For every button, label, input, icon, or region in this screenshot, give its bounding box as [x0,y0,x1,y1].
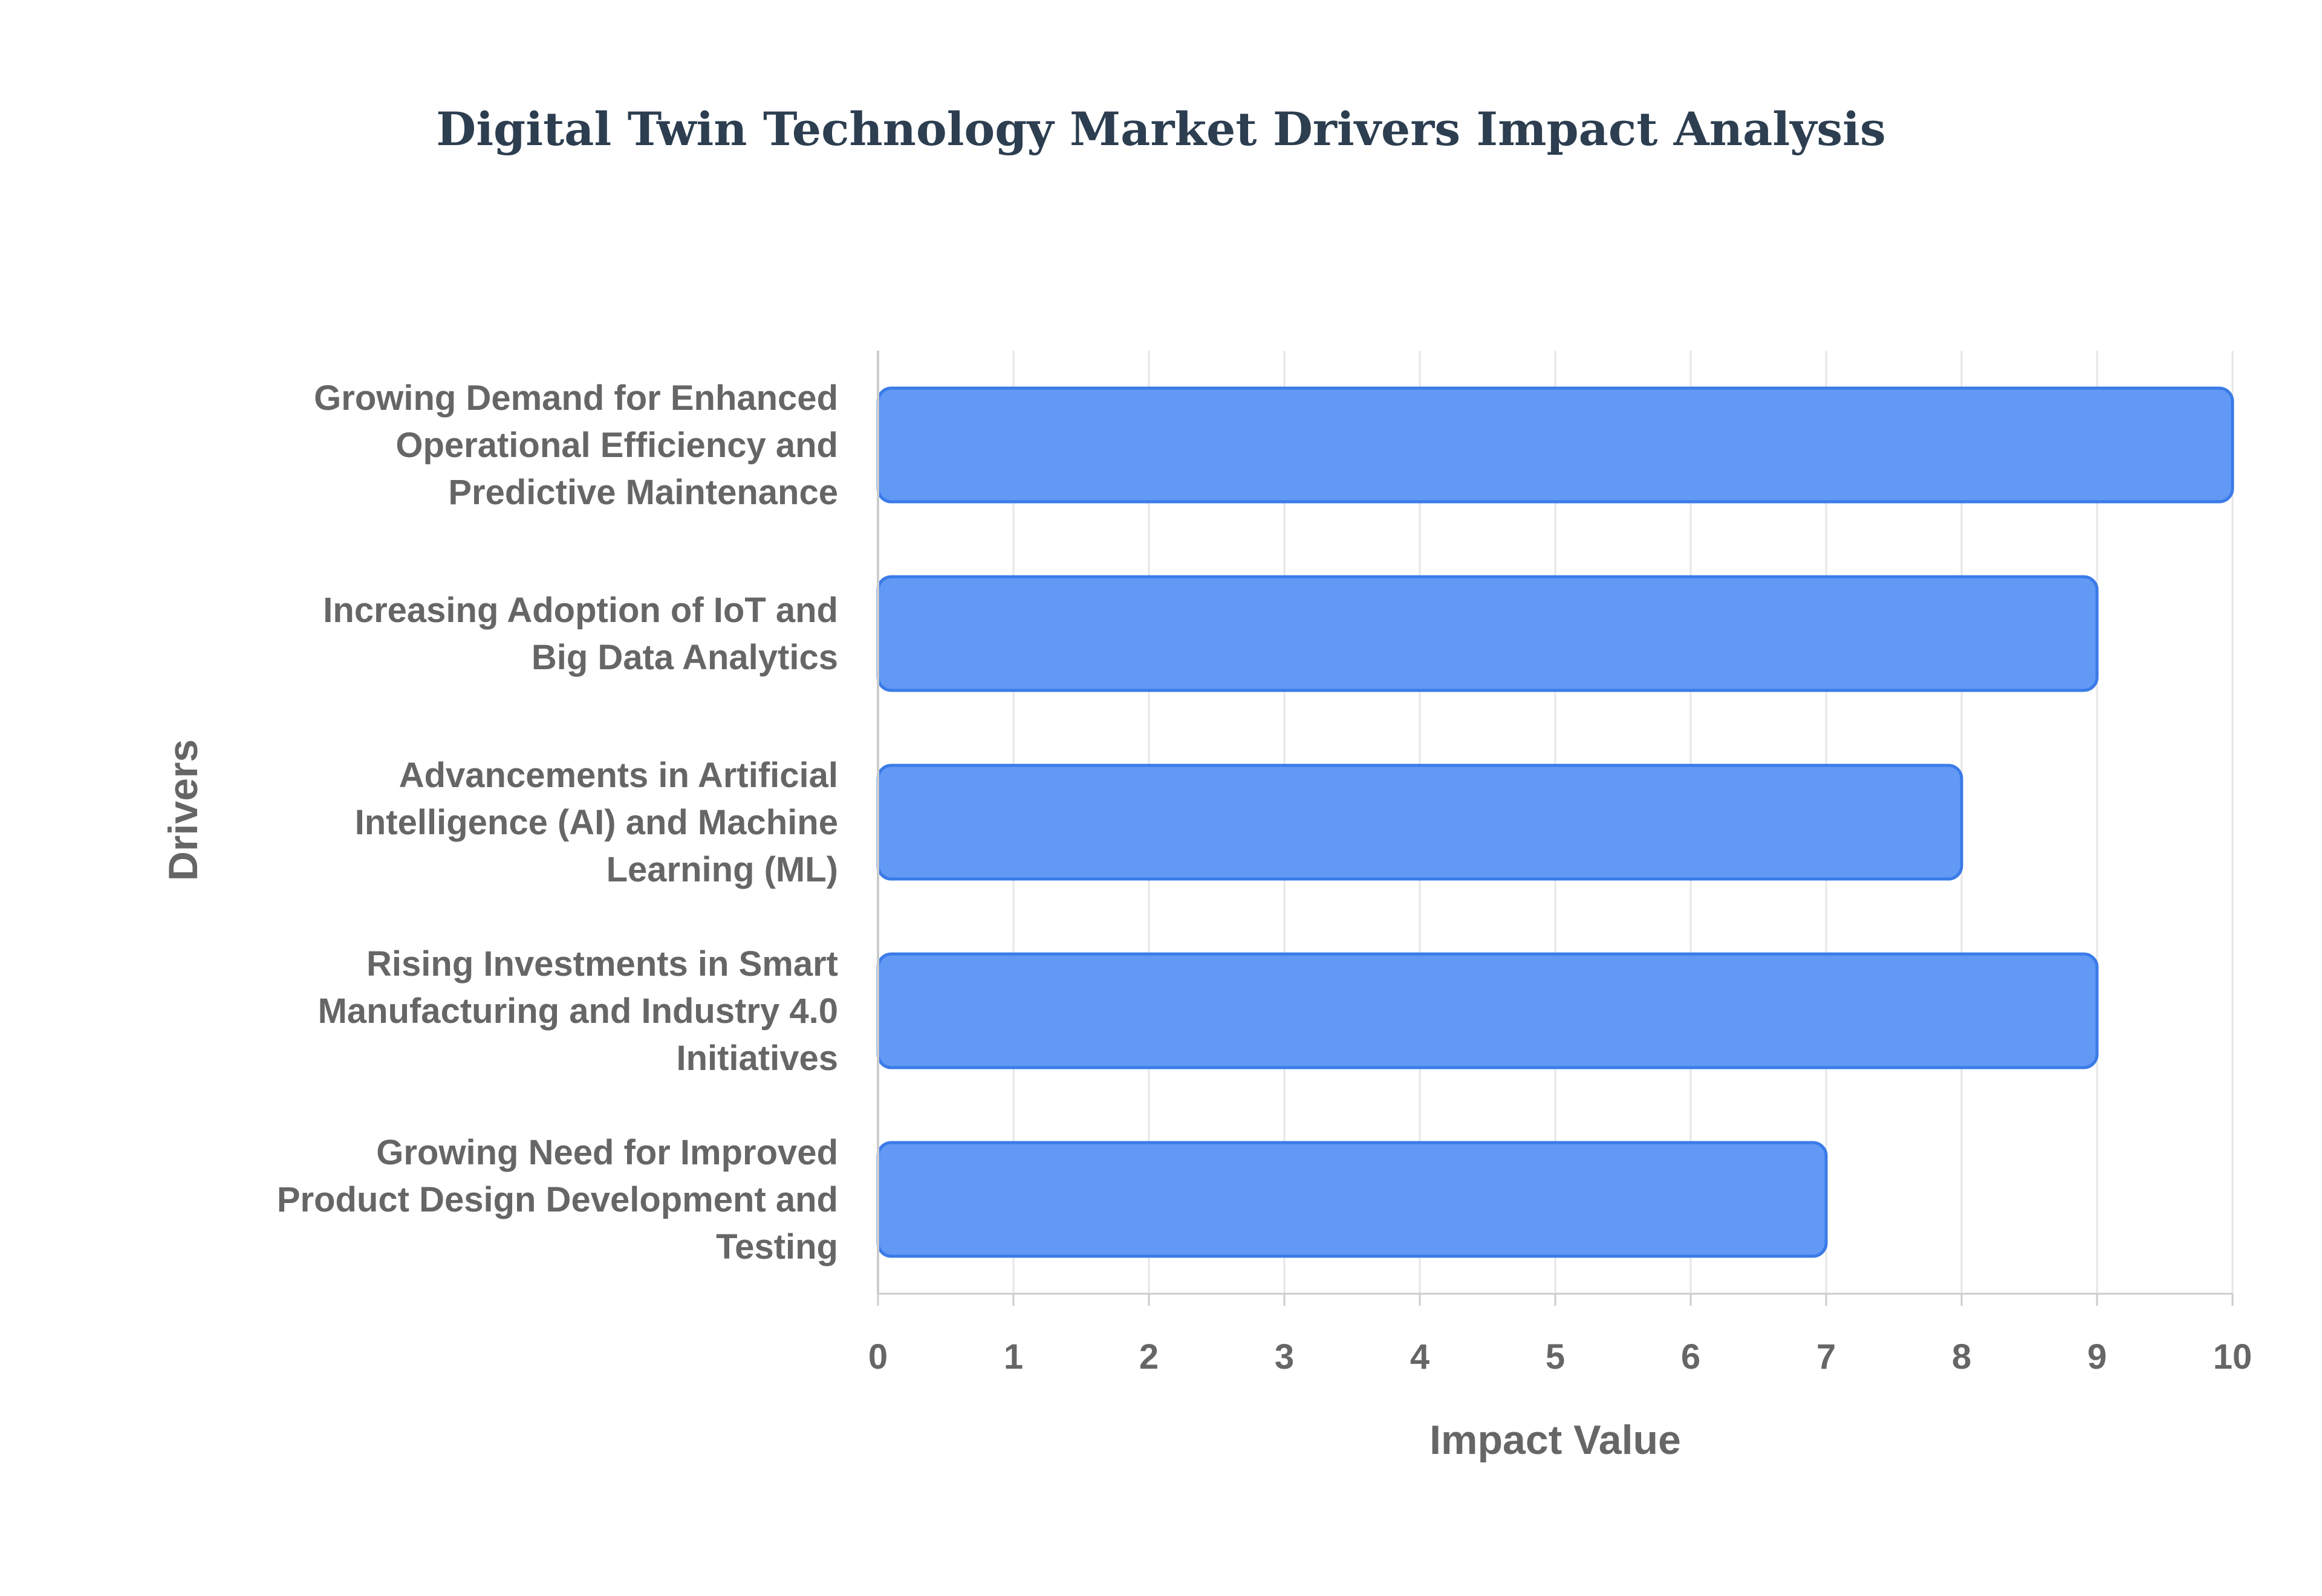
x-tick-label: 2 [1139,1337,1159,1377]
category-label-line: Operational Efficiency and [395,426,838,465]
x-tick-label: 8 [1952,1337,1971,1377]
category-label-line: Intelligence (AI) and Machine [355,803,838,842]
x-tick-label: 5 [1546,1337,1565,1377]
category-label-line: Predictive Maintenance [448,473,838,512]
category-label: Growing Need for Improved Product Design … [277,1133,838,1267]
category-label-line: Big Data Analytics [532,638,838,677]
bar [876,1141,1828,1258]
category-label: Advancements in Artificial Intelligence (… [355,756,838,889]
category-label-line: Manufacturing and Industry 4.0 [318,991,838,1031]
x-tick-label: 10 [2213,1337,2252,1377]
bars [876,386,2234,1258]
category-label: Increasing Adoption of IoT and Big Data A… [323,591,838,677]
bar [876,575,2099,692]
x-tick-label: 1 [1004,1337,1023,1377]
category-label-line: Testing [716,1227,838,1267]
axes: 0 1 2 3 4 5 6 7 8 9 10 [868,351,2252,1377]
category-label-line: Increasing Adoption of IoT and [323,591,838,630]
category-label-line: Advancements in Artificial [399,756,838,795]
x-axis-title: Impact Value [1429,1417,1681,1463]
category-label-line: Rising Investments in Smart [366,944,838,984]
category-label-line: Product Design Development and [277,1180,838,1219]
category-label: Rising Investments in Smart Manufacturing… [318,944,838,1078]
x-tick-label: 0 [868,1337,888,1377]
category-labels: Growing Demand for Enhanced Operational E… [277,378,838,1267]
bar [876,764,1963,881]
x-tick-label: 4 [1410,1337,1429,1377]
y-axis-title: Drivers [160,739,206,881]
bar [876,952,2099,1069]
category-label-line: Learning (ML) [607,850,838,889]
x-tick-label: 3 [1275,1337,1294,1377]
category-label-line: Growing Demand for Enhanced [314,378,838,418]
category-label-line: Growing Need for Improved [376,1133,838,1172]
category-label: Growing Demand for Enhanced Operational E… [314,378,838,512]
x-tick-label: 6 [1681,1337,1700,1377]
x-tick-label: 7 [1816,1337,1836,1377]
chart-title: Digital Twin Technology Market Drivers I… [436,102,1886,156]
category-label-line: Initiatives [676,1039,838,1078]
bar [876,386,2234,504]
x-tick-label: 9 [2087,1337,2107,1377]
